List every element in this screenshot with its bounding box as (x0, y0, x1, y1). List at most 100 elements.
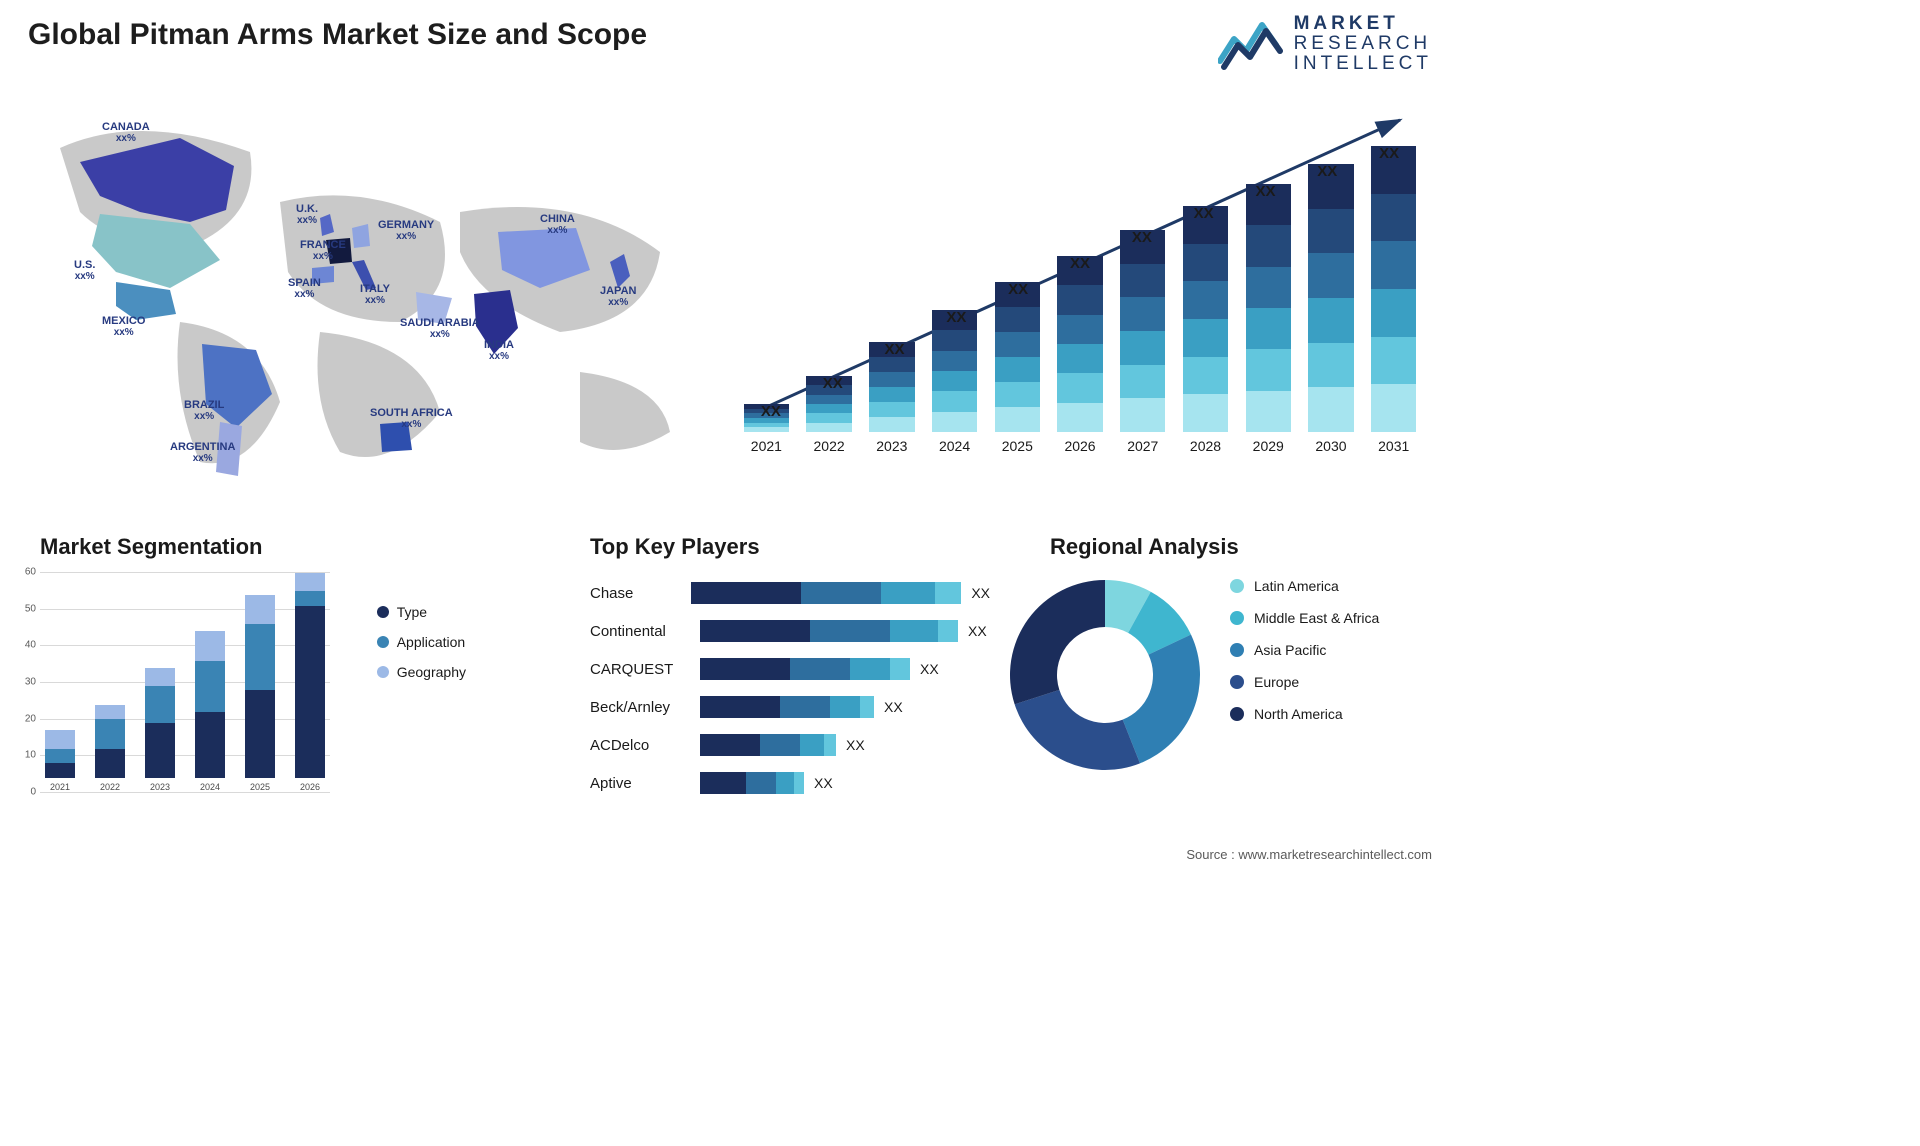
forecast-value-label: XX (823, 375, 843, 392)
kp-name: CARQUEST (590, 661, 700, 678)
source-text: Source : www.marketresearchintellect.com (1186, 847, 1432, 862)
segmentation-legend: Type Application Geography (377, 604, 466, 694)
forecast-xlabel: 2023 (876, 438, 907, 454)
forecast-xlabel: 2022 (814, 438, 845, 454)
seg-ytick: 40 (25, 640, 36, 651)
segmentation-chart: 0102030405060 202120222023202420252026 T… (10, 572, 470, 812)
region-legend-middleeastafrica: Middle East & Africa (1230, 610, 1379, 626)
seg-ytick: 30 (25, 677, 36, 688)
seg-ytick: 60 (25, 567, 36, 578)
seg-ytick: 10 (25, 750, 36, 761)
seg-col-2023: 2023 (140, 668, 180, 792)
forecast-value-label: XX (885, 341, 905, 358)
seg-xlabel: 2023 (150, 782, 170, 792)
seg-col-2021: 2021 (40, 730, 80, 792)
region-legend-northamerica: North America (1230, 706, 1379, 722)
map-label-brazil: BRAZILxx% (184, 400, 224, 422)
forecast-xlabel: 2024 (939, 438, 970, 454)
seg-legend-geography: Geography (377, 664, 466, 680)
seg-col-2026: 2026 (290, 573, 330, 792)
forecast-col-2024: 2024 (928, 310, 981, 454)
kp-name: Continental (590, 623, 700, 640)
forecast-col-2028: 2028 (1179, 206, 1232, 454)
map-label-mexico: MEXICOxx% (102, 316, 145, 338)
keyplayers-heading: Top Key Players (590, 534, 760, 560)
seg-xlabel: 2024 (200, 782, 220, 792)
seg-col-2022: 2022 (90, 705, 130, 792)
forecast-xlabel: 2027 (1127, 438, 1158, 454)
brand-logo: MARKET RESEARCH INTELLECT (1218, 14, 1432, 74)
forecast-value-label: XX (1194, 205, 1214, 222)
kp-value: XX (971, 585, 990, 601)
seg-ytick: 50 (25, 603, 36, 614)
kp-value: XX (920, 661, 939, 677)
forecast-col-2023: 2023 (865, 342, 918, 454)
map-label-uk: U.K.xx% (296, 204, 318, 226)
kp-value: XX (968, 623, 987, 639)
forecast-col-2031: 2031 (1367, 146, 1420, 454)
key-players-chart: ChaseXXContinentalXXCARQUESTXXBeck/Arnle… (590, 576, 990, 806)
forecast-xlabel: 2026 (1064, 438, 1095, 454)
kp-name: Beck/Arnley (590, 699, 700, 716)
logo-text: MARKET RESEARCH INTELLECT (1294, 14, 1432, 74)
map-label-france: FRANCExx% (300, 240, 346, 262)
kp-name: ACDelco (590, 737, 700, 754)
map-label-italy: ITALYxx% (360, 284, 390, 306)
kp-value: XX (884, 699, 903, 715)
kp-name: Chase (590, 585, 691, 602)
forecast-value-label: XX (1132, 229, 1152, 246)
seg-legend-type: Type (377, 604, 466, 620)
regional-heading: Regional Analysis (1050, 534, 1239, 560)
forecast-xlabel: 2028 (1190, 438, 1221, 454)
world-map: CANADAxx% U.S.xx% MEXICOxx% BRAZILxx% ARGENT… (20, 92, 700, 482)
kp-value: XX (846, 737, 865, 753)
kp-row-acdelco: ACDelco XX (590, 728, 990, 762)
regional-legend: Latin America Middle East & Africa Asia Pa… (1230, 570, 1379, 810)
map-label-saudiarabia: SAUDI ARABIAxx% (400, 318, 480, 340)
forecast-value-label: XX (1070, 255, 1090, 272)
forecast-value-label: XX (1379, 145, 1399, 162)
donut-slice-asiapacific (1123, 635, 1200, 764)
map-label-southafrica: SOUTH AFRICAxx% (370, 408, 453, 430)
kp-row-beckarnley: Beck/Arnley XX (590, 690, 990, 724)
regional-donut: Latin America Middle East & Africa Asia Pa… (1000, 570, 1430, 810)
seg-col-2025: 2025 (240, 595, 280, 792)
forecast-xlabel: 2031 (1378, 438, 1409, 454)
region-legend-latinamerica: Latin America (1230, 578, 1379, 594)
map-label-argentina: ARGENTINAxx% (170, 442, 235, 464)
map-label-germany: GERMANYxx% (378, 220, 434, 242)
region-legend-asiapacific: Asia Pacific (1230, 642, 1379, 658)
map-label-spain: SPAINxx% (288, 278, 321, 300)
donut-slice-europe (1015, 690, 1140, 770)
map-label-india: INDIAxx% (484, 340, 514, 362)
kp-value: XX (814, 775, 833, 791)
kp-row-chase: Chase XX (590, 576, 990, 610)
forecast-xlabel: 2030 (1315, 438, 1346, 454)
forecast-xlabel: 2021 (751, 438, 782, 454)
seg-ytick: 20 (25, 713, 36, 724)
forecast-col-2027: 2027 (1116, 230, 1169, 454)
donut-chart (1000, 570, 1210, 780)
forecast-value-label: XX (1317, 163, 1337, 180)
forecast-chart: 2021 2022 2023 2024 2025 2026 2027 2028 2029 2030… (740, 100, 1420, 480)
kp-row-aptive: AptiveXX (590, 766, 990, 800)
segmentation-heading: Market Segmentation (40, 534, 263, 560)
seg-legend-application: Application (377, 634, 466, 650)
seg-xlabel: 2025 (250, 782, 270, 792)
seg-ytick: 0 (30, 787, 36, 798)
forecast-col-2025: 2025 (991, 282, 1044, 454)
map-label-china: CHINAxx% (540, 214, 575, 236)
forecast-col-2029: 2029 (1242, 184, 1295, 454)
forecast-col-2026: 2026 (1054, 256, 1107, 454)
forecast-xlabel: 2029 (1253, 438, 1284, 454)
seg-xlabel: 2021 (50, 782, 70, 792)
logo-line1: MARKET (1294, 14, 1432, 34)
forecast-xlabel: 2025 (1002, 438, 1033, 454)
forecast-value-label: XX (1008, 281, 1028, 298)
map-label-canada: CANADAxx% (102, 122, 150, 144)
forecast-col-2030: 2030 (1305, 164, 1358, 454)
donut-slice-northamerica (1010, 580, 1105, 704)
logo-line2: RESEARCH (1294, 34, 1432, 54)
region-legend-europe: Europe (1230, 674, 1379, 690)
map-label-us: U.S.xx% (74, 260, 95, 282)
